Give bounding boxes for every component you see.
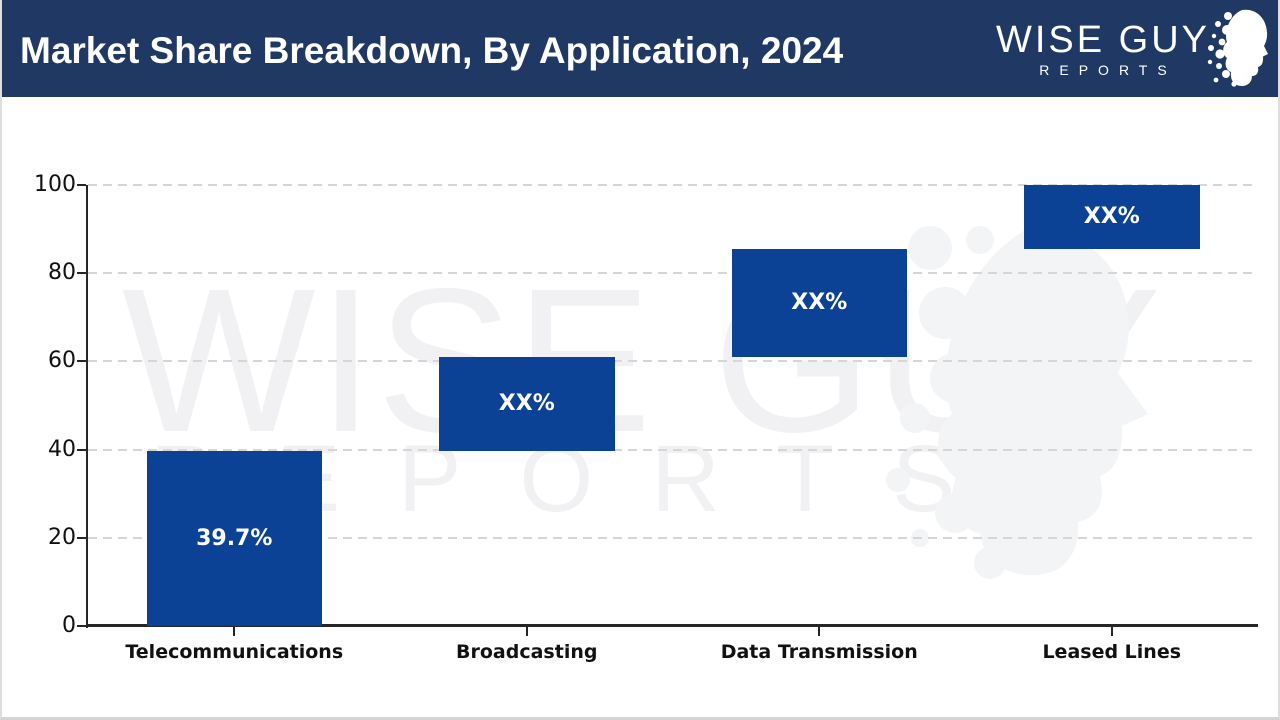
bar-data-transmission: XX%: [731, 248, 907, 357]
x-tick-3: [1110, 627, 1113, 636]
y-tick-60: [77, 360, 86, 363]
y-tick-label-20: 20: [48, 524, 76, 550]
y-tick-40: [77, 448, 86, 451]
logo-head-dots-icon: [1207, 9, 1268, 87]
bar-value-label: XX%: [791, 290, 848, 316]
logo-text: WISE GUY REPORTS: [996, 20, 1210, 78]
bar-value-label: XX%: [1083, 204, 1140, 230]
y-tick-20: [77, 536, 86, 539]
wise-guy-reports-logo: WISE GUY REPORTS: [996, 6, 1270, 92]
gridline-80: [88, 272, 1258, 275]
y-axis-line: [86, 185, 88, 628]
y-tick-label-60: 60: [48, 348, 76, 374]
category-label-0: Telecommunications: [125, 641, 344, 663]
x-tick-0: [233, 627, 236, 636]
x-tick-2: [818, 627, 821, 636]
y-tick-label-0: 0: [62, 613, 76, 638]
gridline-40: [88, 448, 1258, 451]
gridline-100: [88, 184, 1258, 186]
page-title: Market Share Breakdown, By Application, …: [20, 30, 844, 71]
bar-value-label: 39.7%: [196, 525, 273, 551]
bar-leased-lines: XX%: [1024, 185, 1200, 249]
gridline-60: [88, 360, 1258, 363]
category-label-1: Broadcasting: [456, 641, 598, 663]
x-tick-1: [525, 627, 528, 636]
y-tick-label-100: 100: [34, 172, 76, 197]
logo-subtitle: REPORTS: [1039, 62, 1177, 78]
y-tick-80: [77, 272, 86, 275]
bar-telecommunications: 39.7%: [146, 450, 322, 626]
header-band: Market Share Breakdown, By Application, …: [0, 0, 1280, 97]
category-label-2: Data Transmission: [720, 641, 918, 663]
bar-broadcasting: XX%: [439, 356, 615, 451]
y-tick-label-40: 40: [48, 436, 76, 462]
bar-value-label: XX%: [498, 391, 555, 417]
y-tick-100: [77, 184, 86, 186]
y-tick-label-80: 80: [48, 260, 76, 286]
x-axis-line: [86, 624, 1258, 627]
category-label-3: Leased Lines: [1042, 641, 1182, 663]
gridline-20: [88, 536, 1258, 539]
logo-wordmark: WISE GUY: [995, 19, 1210, 61]
watermark-head-dots-icon: [882, 226, 1148, 579]
y-tick-0: [77, 625, 86, 627]
